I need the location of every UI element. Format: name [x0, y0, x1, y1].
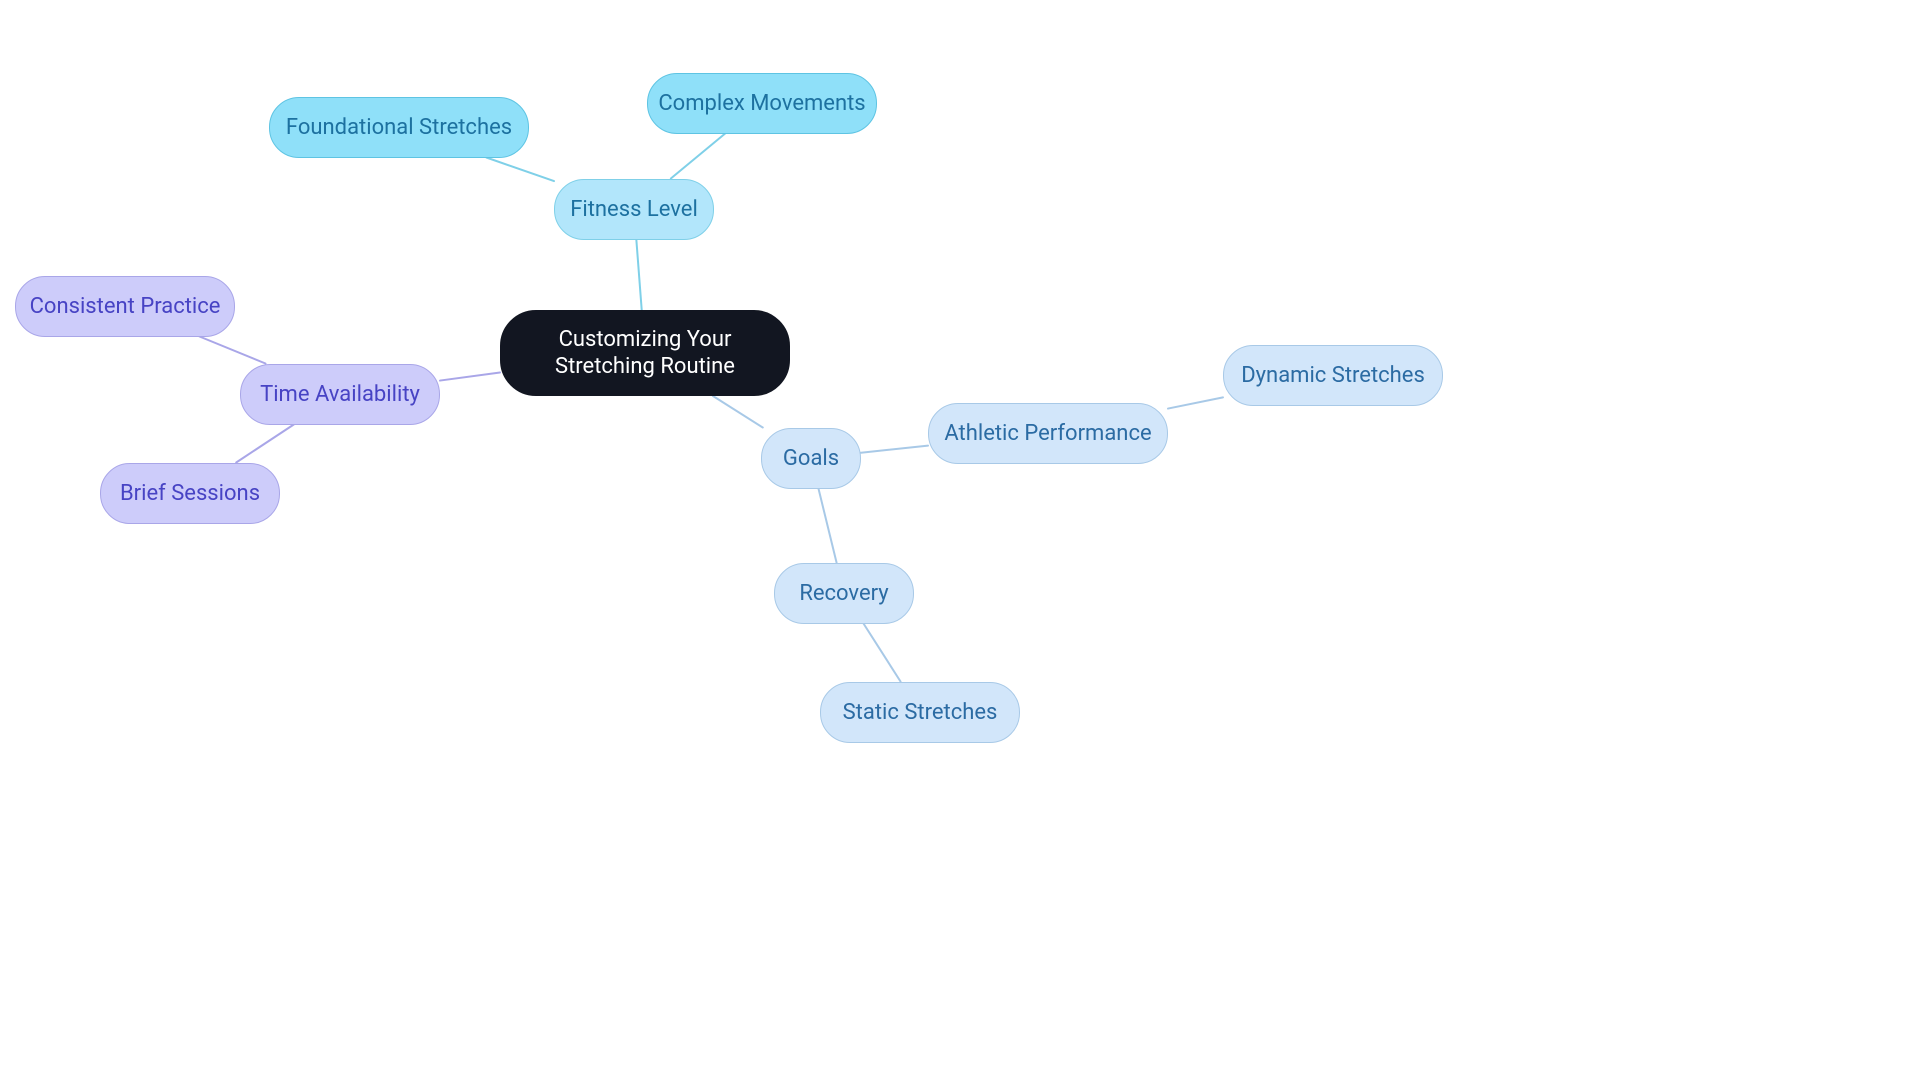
node-brief: Brief Sessions [100, 463, 280, 524]
node-foundational: Foundational Stretches [269, 97, 529, 158]
node-root-label: Customizing Your Stretching Routine [529, 326, 761, 381]
node-root: Customizing Your Stretching Routine [500, 310, 790, 396]
node-consistent-label: Consistent Practice [30, 294, 221, 319]
node-consistent: Consistent Practice [15, 276, 235, 337]
node-fitness-label: Fitness Level [570, 197, 698, 222]
node-time-label: Time Availability [260, 382, 420, 407]
node-dynamic: Dynamic Stretches [1223, 345, 1443, 406]
node-static: Static Stretches [820, 682, 1020, 743]
node-goals: Goals [761, 428, 861, 489]
mindmap-canvas: Customizing Your Stretching Routine Fitn… [0, 0, 1920, 1083]
node-goals-label: Goals [783, 446, 839, 471]
node-brief-label: Brief Sessions [120, 481, 260, 506]
node-complex-label: Complex Movements [658, 91, 865, 116]
node-foundational-label: Foundational Stretches [286, 115, 512, 140]
node-recovery-label: Recovery [799, 581, 888, 606]
node-fitness: Fitness Level [554, 179, 714, 240]
node-athletic: Athletic Performance [928, 403, 1168, 464]
edges-layer [0, 0, 1920, 1083]
node-complex: Complex Movements [647, 73, 877, 134]
node-athletic-label: Athletic Performance [944, 421, 1151, 446]
node-static-label: Static Stretches [843, 700, 998, 725]
node-recovery: Recovery [774, 563, 914, 624]
node-time: Time Availability [240, 364, 440, 425]
node-dynamic-label: Dynamic Stretches [1241, 363, 1425, 388]
